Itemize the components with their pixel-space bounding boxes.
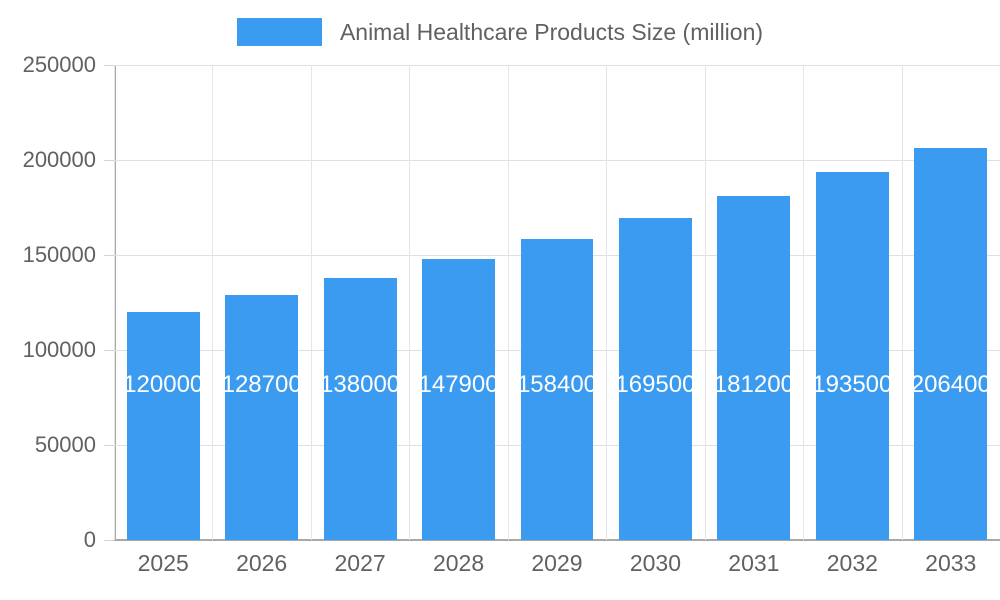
y-tick-label: 0 [83, 527, 96, 552]
y-tick-mark [104, 255, 114, 256]
y-axis-line [114, 65, 116, 541]
bar-band: 147900 [409, 65, 507, 540]
gridline-x [508, 65, 509, 540]
bar-band: 181200 [705, 65, 803, 540]
gridline-y [114, 160, 1000, 161]
legend-color-swatch[interactable] [236, 18, 322, 46]
chart-legend: Animal Healthcare Products Size (million… [0, 14, 1000, 50]
gridline-x [409, 65, 410, 540]
bar-value-label: 158400 [520, 370, 594, 398]
x-tick-label: 2029 [531, 550, 583, 576]
bar-band: 169500 [606, 65, 704, 540]
y-tick-mark [104, 350, 114, 351]
bar-band: 193500 [803, 65, 901, 540]
y-tick-label: 50000 [34, 432, 96, 457]
gridline-y [114, 539, 1000, 541]
gridline-x [803, 65, 804, 540]
bar-band: 128700 [212, 65, 310, 540]
x-tick-label: 2030 [629, 550, 682, 576]
bar-band: 120000 [114, 65, 212, 540]
bar-value-label: 128700 [225, 370, 299, 398]
bar-band: 206400 [902, 65, 1000, 540]
x-tick-label: 2026 [236, 550, 288, 576]
bar[interactable]: 158400 [520, 239, 594, 540]
bar[interactable]: 138000 [323, 277, 397, 540]
x-tick-label: 2025 [137, 550, 189, 576]
bar[interactable]: 128700 [225, 295, 299, 540]
bar-value-label: 169500 [619, 370, 692, 398]
gridline-x [902, 65, 903, 540]
y-tick-label: 150000 [22, 242, 96, 267]
bar-band: 138000 [311, 65, 409, 540]
gridline-x [705, 65, 706, 540]
legend-series-label[interactable]: Animal Healthcare Products Size (million… [339, 18, 764, 45]
bar[interactable]: 169500 [619, 217, 692, 540]
y-tick-mark [104, 540, 114, 541]
x-tick-label: 2031 [728, 550, 780, 576]
x-tick-label: 2027 [334, 550, 386, 576]
y-tick-mark [104, 445, 114, 446]
bar[interactable]: 206400 [914, 147, 988, 540]
x-tick-label: 2028 [432, 550, 485, 576]
bar-value-label: 193500 [815, 370, 889, 398]
bar-value-label: 120000 [126, 370, 200, 398]
bar-value-label: 181200 [717, 370, 791, 398]
gridline-x [311, 65, 312, 540]
y-tick-label: 250000 [22, 52, 96, 77]
bar-value-label: 138000 [323, 370, 397, 398]
gridline-x [606, 65, 607, 540]
gridline-x [114, 65, 115, 540]
bar[interactable]: 120000 [126, 312, 200, 540]
gridline-x [212, 65, 213, 540]
y-tick-label: 200000 [22, 147, 96, 172]
x-tick-label: 2033 [925, 550, 977, 576]
plot-area: 0 50000 100000 150000 200000 250000 120000 128… [23, 54, 1000, 551]
y-tick-mark [104, 160, 114, 161]
bar-band: 158400 [508, 65, 606, 540]
y-tick-mark [104, 65, 114, 66]
gridline-y [114, 65, 1000, 66]
y-tick-label: 100000 [22, 337, 96, 362]
bar[interactable]: 181200 [717, 195, 791, 540]
bar-value-label: 206400 [914, 370, 988, 398]
x-tick-label: 2032 [826, 550, 878, 576]
bar-value-label: 147900 [422, 370, 495, 398]
bar[interactable]: 147900 [422, 259, 495, 540]
bar[interactable]: 193500 [815, 172, 889, 540]
